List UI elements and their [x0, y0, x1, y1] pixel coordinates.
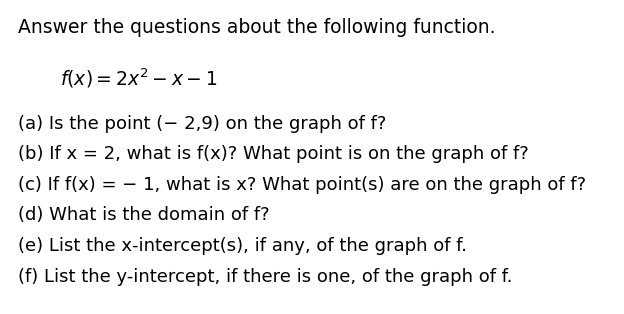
Text: (e) List the x-intercept(s), if any, of the graph of f.: (e) List the x-intercept(s), if any, of … [18, 237, 467, 255]
Text: (d) What is the domain of f?: (d) What is the domain of f? [18, 207, 270, 225]
Text: (f) List the y-intercept, if there is one, of the graph of f.: (f) List the y-intercept, if there is on… [18, 268, 512, 285]
Text: Answer the questions about the following function.: Answer the questions about the following… [18, 18, 495, 37]
Text: (b) If x = 2, what is f(x)? What point is on the graph of f?: (b) If x = 2, what is f(x)? What point i… [18, 145, 529, 164]
Text: $f(x) = 2x^2 - x - 1$: $f(x) = 2x^2 - x - 1$ [60, 66, 217, 89]
Text: (c) If f(x) = − 1, what is x? What point(s) are on the graph of f?: (c) If f(x) = − 1, what is x? What point… [18, 176, 586, 194]
Text: (a) Is the point (− 2,9) on the graph of f?: (a) Is the point (− 2,9) on the graph of… [18, 115, 386, 133]
